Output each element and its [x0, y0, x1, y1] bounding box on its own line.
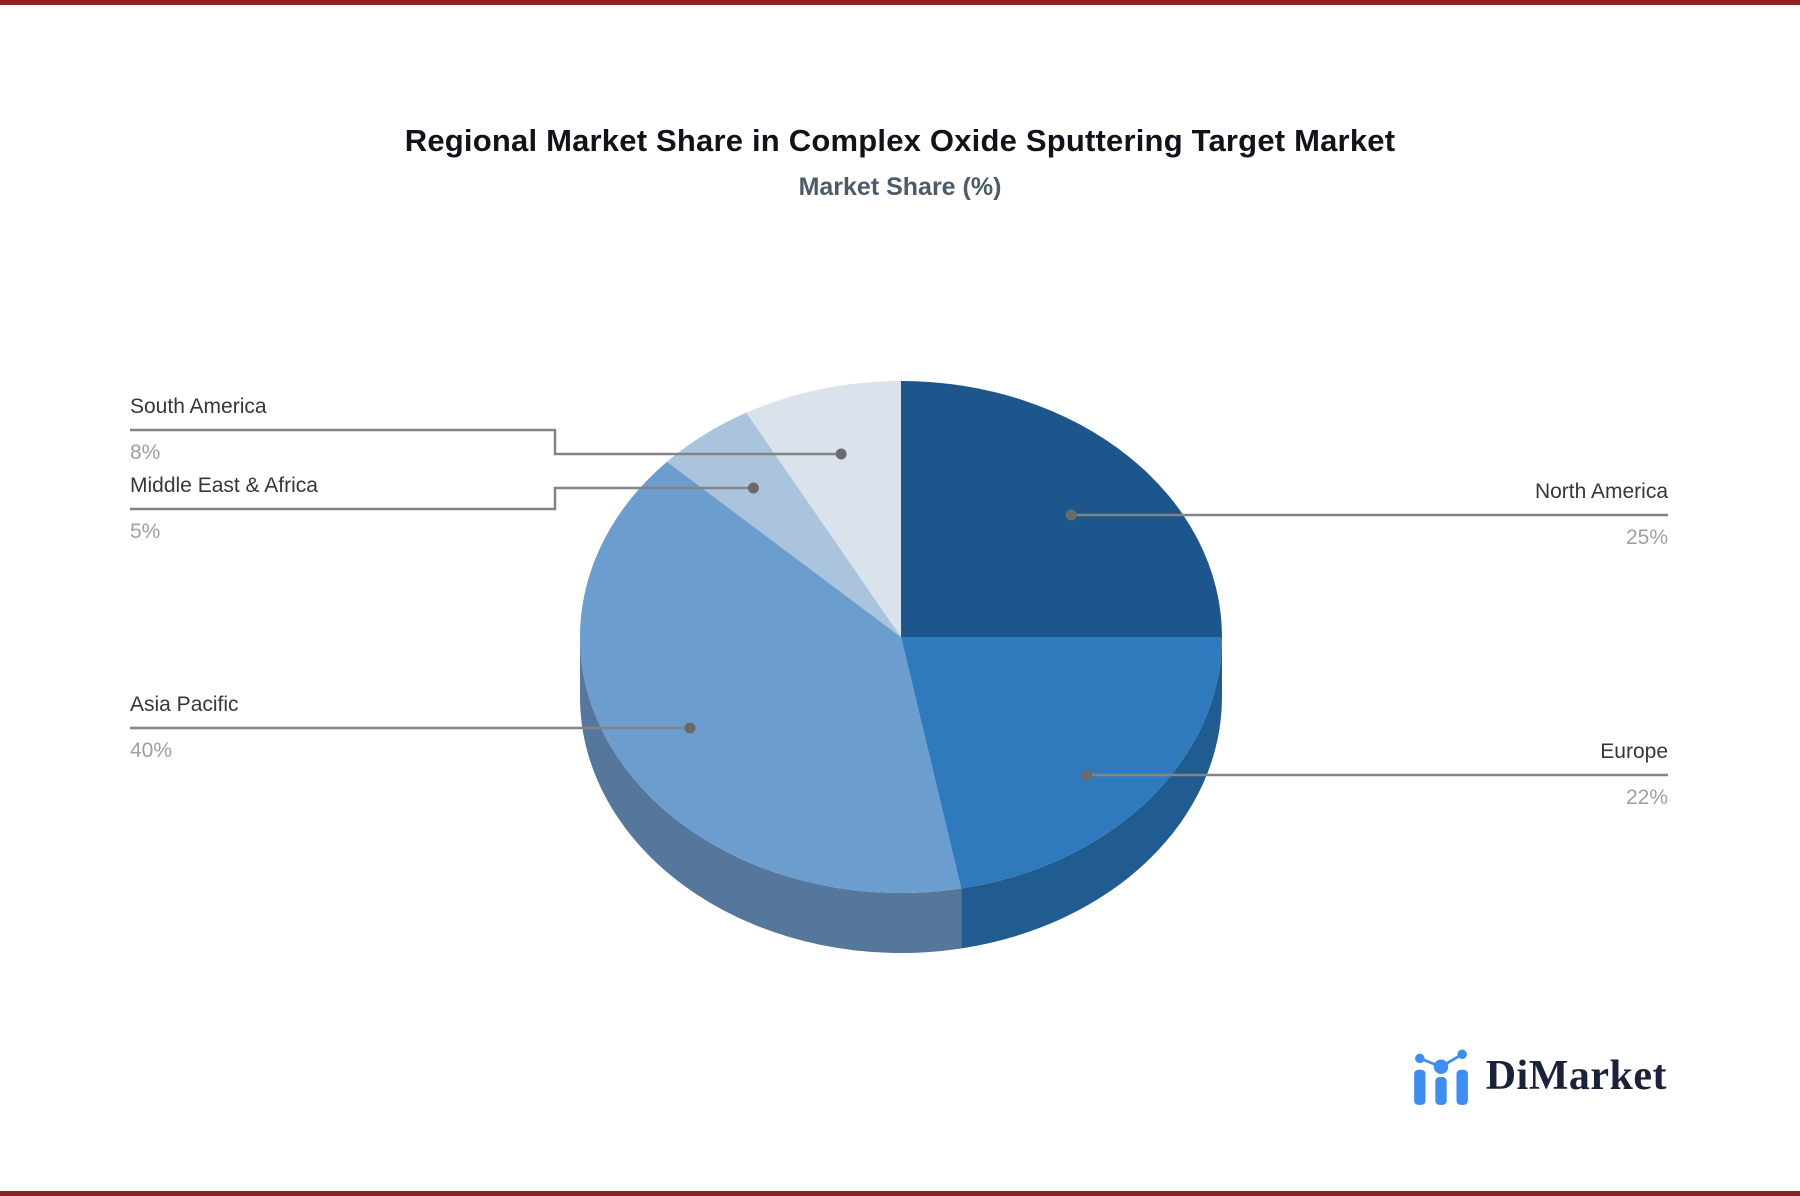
label-middle-east-africa: Middle East & Africa 5% — [130, 471, 318, 547]
label-value: 8% — [130, 441, 161, 464]
leader-dot-south-america — [835, 448, 847, 460]
leader-dot-europe — [1081, 769, 1093, 781]
pie-rim-asia-pacific — [580, 637, 962, 954]
label-asia-pacific: Asia Pacific 40% — [130, 690, 239, 766]
label-name: Asia Pacific — [130, 693, 239, 716]
bar-line-chart-icon — [1413, 1049, 1468, 1105]
pie-slice-north-america[interactable] — [901, 381, 1222, 637]
label-name: Europe — [1600, 740, 1668, 763]
pie-leader-lines — [130, 428, 1668, 781]
leader-dot-north-america — [1065, 509, 1077, 521]
leader-dot-asia-pacific — [684, 722, 696, 734]
leader-line-middle-east-africa — [130, 486, 754, 511]
logo-text: DiMarket — [1485, 1053, 1667, 1099]
pie-slices — [580, 381, 1222, 893]
chart-subtitle: Market Share (%) — [798, 173, 1002, 201]
pie-slice-middle-east-africa[interactable] — [667, 412, 901, 637]
label-value: 22% — [1625, 786, 1668, 809]
label-europe: Europe 22% — [1600, 737, 1668, 813]
label-name: Middle East & Africa — [130, 474, 318, 497]
chart-title: Regional Market Share in Complex Oxide S… — [404, 123, 1396, 158]
label-name: South America — [130, 395, 267, 418]
leader-line-south-america — [130, 428, 842, 456]
label-value: 25% — [1625, 526, 1668, 549]
dimarket-logo[interactable]: DiMarket — [1410, 1045, 1667, 1107]
label-south-america: South America 8% — [130, 392, 267, 468]
pie-slice-europe[interactable] — [901, 637, 1222, 889]
label-name: North America — [1534, 480, 1668, 503]
pie-3d-rim — [580, 637, 1222, 954]
label-value: 40% — [130, 739, 173, 762]
label-north-america: North America 25% — [1535, 477, 1668, 553]
pie-rim-europe — [961, 637, 1222, 949]
pie-slice-south-america[interactable] — [746, 381, 901, 637]
leader-dot-middle-east-africa — [747, 482, 759, 494]
pie-chart — [130, 381, 1668, 954]
label-value: 5% — [130, 520, 161, 543]
pie-slice-asia-pacific[interactable] — [580, 461, 962, 893]
